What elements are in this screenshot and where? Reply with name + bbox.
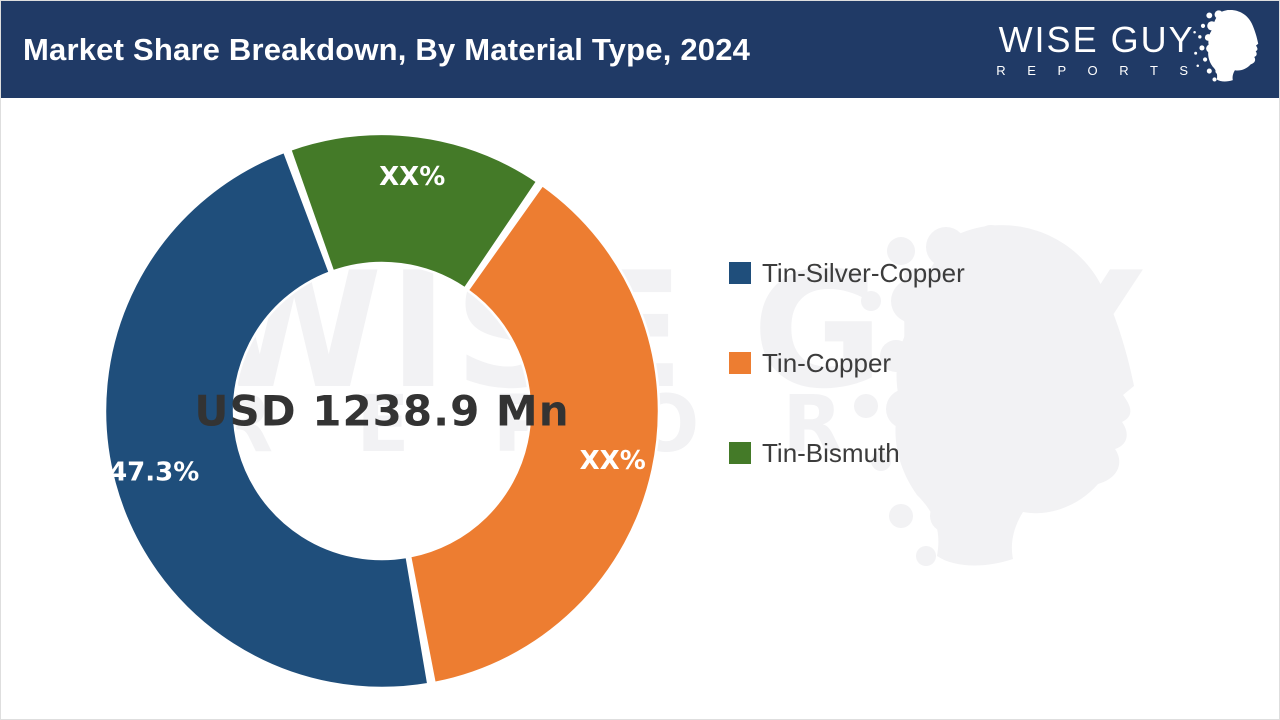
legend-swatch-icon xyxy=(729,352,751,374)
legend-item-tin-copper[interactable]: Tin-Copper xyxy=(729,347,965,379)
donut-slices xyxy=(103,132,661,690)
legend-label: Tin-Bismuth xyxy=(762,437,900,468)
slice-value-label: XX% xyxy=(580,446,646,476)
chart-center-value: USD 1238.9 Mn xyxy=(194,387,569,436)
watermark-face-icon xyxy=(848,225,1134,566)
brand-logo-text: WISE GUY R E P O R T S xyxy=(996,18,1197,78)
chart-legend: Tin-Silver-Copper Tin-Copper Tin-Bismuth xyxy=(729,257,965,527)
legend-label: Tin-Copper xyxy=(762,347,892,378)
slice-value-label: XX% xyxy=(379,162,445,192)
brand-name: WISE GUY xyxy=(998,18,1195,60)
donut-labels: 47.3% XX% XX% xyxy=(109,162,646,488)
donut-chart: 47.3% XX% XX% USD 1238.9 Mn xyxy=(103,132,661,690)
legend-swatch-icon xyxy=(729,442,751,464)
brand-subtitle: R E P O R T S xyxy=(996,62,1197,78)
slice-value-label: 47.3% xyxy=(109,458,199,488)
page-title: Market Share Breakdown, By Material Type… xyxy=(23,31,751,67)
donut-slice-tin-copper[interactable] xyxy=(408,183,661,685)
watermark: WISE GUY R E P O R T S xyxy=(1,98,1279,719)
brand-face-icon xyxy=(1193,9,1259,82)
donut-slice-tin-silver-copper[interactable] xyxy=(103,150,430,690)
legend-item-tin-bismuth[interactable]: Tin-Bismuth xyxy=(729,437,965,469)
brand-logo: WISE GUY R E P O R T S xyxy=(996,1,1279,98)
legend-item-tin-silver-copper[interactable]: Tin-Silver-Copper xyxy=(729,257,965,289)
legend-swatch-icon xyxy=(729,262,751,284)
donut-slice-tin-bismuth[interactable] xyxy=(288,132,539,291)
header-bar: Market Share Breakdown, By Material Type… xyxy=(1,1,1279,98)
legend-label: Tin-Silver-Copper xyxy=(762,257,965,288)
